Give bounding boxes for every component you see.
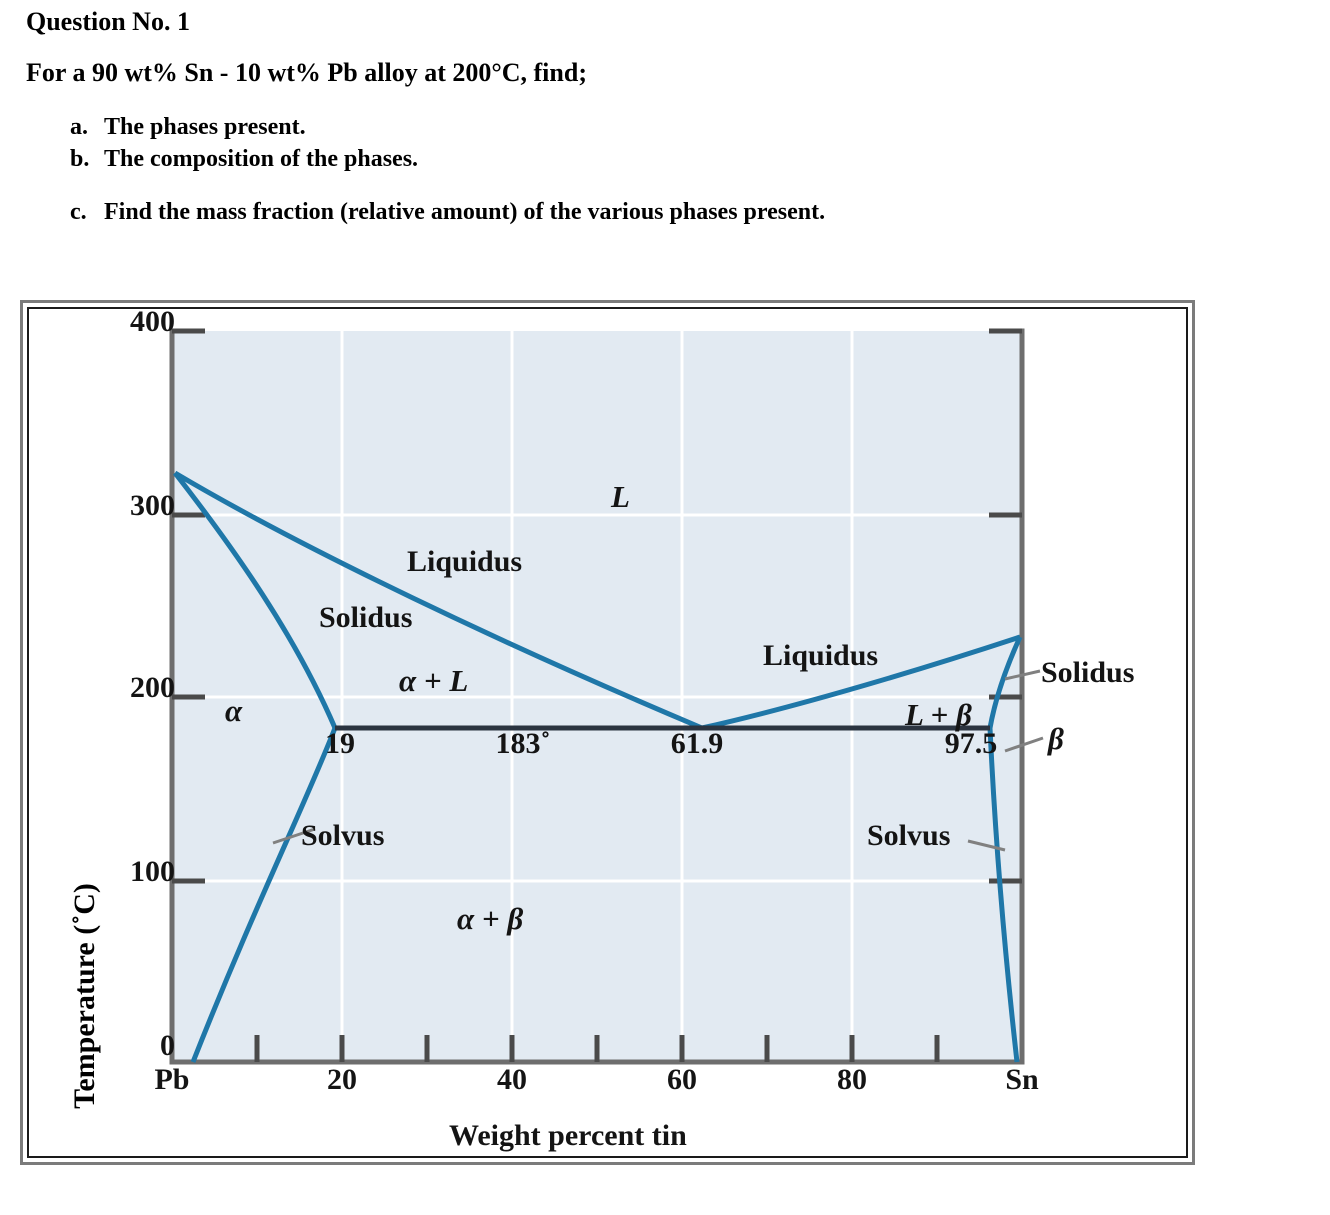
region-label-alpha-plus-liquid: α + L: [399, 663, 469, 698]
solidus-right-curve: [987, 635, 1023, 729]
solvus-left-leader-line: [272, 827, 316, 845]
solvus-right-leader-line: [967, 839, 1006, 852]
x-axis-ticks: [254, 1035, 940, 1062]
x-tick-label-80: 80: [837, 1063, 867, 1096]
x-axis-title: Weight percent tin: [449, 1119, 687, 1152]
annotation-eutectic-temperature: 183˚: [495, 727, 551, 760]
list-item-marker: b.: [70, 146, 90, 173]
list-item-marker: a.: [70, 114, 88, 140]
question-item-list: a. The phases present. b. The compositio…: [26, 111, 1276, 228]
beta-leader-line: [1004, 736, 1044, 753]
region-label-solidus-right: Solidus: [1041, 656, 1135, 689]
annotation-eutectic-composition: 61.9: [670, 727, 724, 760]
region-label-solvus-left: Solvus: [301, 819, 385, 852]
phase-diagram-svg: [169, 328, 1044, 1065]
x-tick-label-40: 40: [497, 1063, 527, 1096]
y-tick-label-0: 0: [160, 1029, 175, 1062]
solidus-left-curve: [173, 471, 338, 729]
question-title: Question No. 1: [26, 7, 190, 36]
solidus-right-leader-line: [1004, 669, 1041, 681]
solvus-left-curve: [190, 727, 338, 1063]
x-tick-label-pb: Pb: [154, 1063, 190, 1096]
phase-diagram-figure-frame: 400 300 200 100 0 Temperature (˚C) Pb 20…: [20, 300, 1195, 1165]
x-tick-label-sn: Sn: [1005, 1063, 1039, 1096]
list-item-marker: c.: [70, 198, 87, 225]
list-item: c. Find the mass fraction (relative amou…: [70, 196, 1276, 228]
annotation-beta-min-composition: 97.5: [944, 727, 998, 760]
x-tick-label-20: 20: [327, 1063, 357, 1096]
y-tick-label-300: 300: [130, 489, 175, 522]
vertical-gridlines: [340, 331, 854, 1062]
list-item: a. The phases present.: [70, 111, 1276, 143]
y-tick-label-100: 100: [130, 855, 175, 888]
y-axis-title: Temperature (˚C): [68, 883, 101, 1109]
region-label-liquid: L: [611, 479, 630, 514]
region-label-solvus-right: Solvus: [867, 819, 951, 852]
annotation-alpha-max-solubility: 19: [325, 727, 355, 760]
region-label-liquidus-right: Liquidus: [763, 639, 879, 672]
region-label-alpha: α: [225, 693, 243, 728]
list-item-text: The composition of the phases.: [104, 146, 419, 173]
region-label-beta: β: [1048, 721, 1064, 756]
region-label-liquid-plus-beta: L + β: [905, 697, 972, 732]
liquidus-right-curve: [701, 634, 1021, 731]
list-item-text: Find the mass fraction (relative amount)…: [104, 198, 826, 225]
liquidus-left-curve: [173, 470, 703, 731]
question-block: Question No. 1 For a 90 wt% Sn - 10 wt% …: [26, 6, 1276, 228]
horizontal-gridlines: [172, 513, 1022, 883]
region-label-solidus-left: Solidus: [319, 601, 413, 634]
y-axis-ticks: [172, 328, 205, 884]
y-tick-label-400: 400: [130, 305, 175, 338]
region-label-alpha-plus-beta: α + β: [457, 901, 524, 936]
list-item-text: The phases present.: [104, 114, 306, 140]
x-tick-label-60: 60: [667, 1063, 697, 1096]
region-label-liquidus-left: Liquidus: [407, 545, 523, 578]
solvus-right-curve: [987, 727, 1020, 1063]
list-item: b. The composition of the phases.: [70, 143, 1276, 175]
y-axis-ticks-right: [989, 328, 1022, 884]
phase-diagram-inner-border: 400 300 200 100 0 Temperature (˚C) Pb 20…: [27, 307, 1188, 1158]
question-stem: For a 90 wt% Sn - 10 wt% Pb alloy at 200…: [26, 57, 587, 87]
y-tick-label-200: 200: [130, 671, 175, 704]
